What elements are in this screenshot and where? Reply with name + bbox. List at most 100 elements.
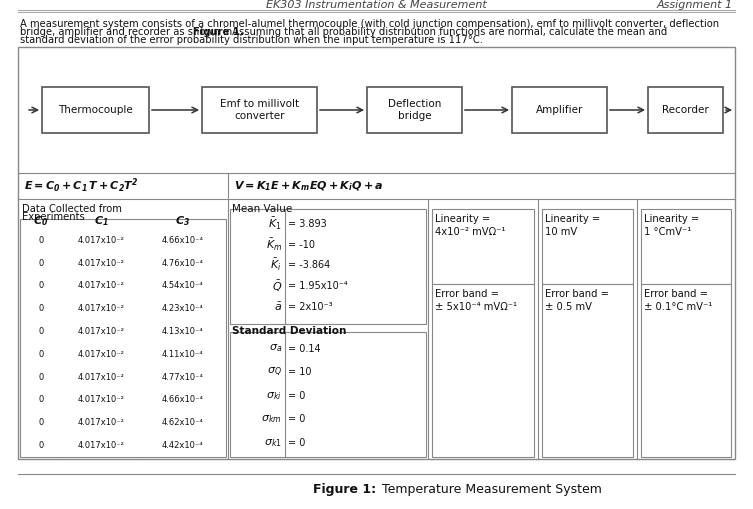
Text: = 1.95x10⁻⁴: = 1.95x10⁻⁴: [288, 281, 348, 291]
Text: 0: 0: [38, 395, 44, 405]
Text: = 0.14: = 0.14: [288, 344, 321, 354]
Text: $\bfit{C_1}$: $\bfit{C_1}$: [93, 214, 108, 228]
Text: ± 0.5 mV: ± 0.5 mV: [545, 302, 592, 312]
Text: 4.017x10⁻²: 4.017x10⁻²: [78, 395, 124, 405]
Text: = 3.893: = 3.893: [288, 219, 327, 229]
Text: Temperature Measurement System: Temperature Measurement System: [378, 483, 602, 495]
Text: EK303 Instrumentation & Measurement: EK303 Instrumentation & Measurement: [266, 0, 486, 10]
Text: $\bar{a}$: $\bar{a}$: [274, 301, 282, 314]
Text: 4.54x10⁻⁴: 4.54x10⁻⁴: [162, 281, 204, 291]
Text: Assignment 1: Assignment 1: [657, 0, 733, 10]
Text: Error band =: Error band =: [545, 289, 609, 299]
Text: $\sigma_{ki}$: $\sigma_{ki}$: [267, 390, 282, 402]
Text: 4.11x10⁻⁴: 4.11x10⁻⁴: [162, 350, 204, 359]
Text: $\bfit{C_3}$: $\bfit{C_3}$: [175, 214, 191, 228]
Text: 4.42x10⁻⁴: 4.42x10⁻⁴: [162, 441, 204, 450]
Text: Standard Deviation: Standard Deviation: [232, 326, 346, 336]
Text: 4.76x10⁻⁴: 4.76x10⁻⁴: [162, 259, 204, 268]
Text: 4.017x10⁻²: 4.017x10⁻²: [78, 281, 124, 291]
Bar: [542, 209, 633, 284]
Text: 4.13x10⁻⁴: 4.13x10⁻⁴: [162, 327, 204, 336]
Bar: [432, 284, 534, 457]
Text: $\bar{K}_1$: $\bar{K}_1$: [268, 216, 282, 232]
Text: = 0: = 0: [288, 438, 306, 448]
Text: = -10: = -10: [288, 240, 315, 249]
Text: $\sigma_{km}$: $\sigma_{km}$: [261, 413, 282, 425]
Text: $\bfit{V = K_1 E + K_m EQ + K_i Q + a}$: $\bfit{V = K_1 E + K_m EQ + K_i Q + a}$: [234, 179, 383, 193]
Text: Data Collected from: Data Collected from: [22, 204, 122, 214]
Text: 0: 0: [38, 373, 44, 382]
Text: Recorder: Recorder: [662, 105, 709, 115]
Bar: [432, 209, 534, 284]
Text: Error band =: Error band =: [435, 289, 499, 299]
Bar: [641, 209, 731, 284]
Bar: [20, 219, 226, 457]
Text: Amplifier: Amplifier: [536, 105, 583, 115]
Text: 4.017x10⁻²: 4.017x10⁻²: [78, 350, 124, 359]
Text: Linearity =: Linearity =: [435, 214, 490, 224]
Text: 0: 0: [38, 281, 44, 291]
Text: 0: 0: [38, 259, 44, 268]
Text: 1 °CmV⁻¹: 1 °CmV⁻¹: [644, 227, 691, 237]
Text: Mean Value: Mean Value: [232, 204, 292, 214]
Bar: [202, 87, 317, 133]
Text: 4.62x10⁻⁴: 4.62x10⁻⁴: [162, 418, 204, 427]
Text: = 0: = 0: [288, 414, 306, 425]
Text: Deflection
bridge: Deflection bridge: [388, 99, 441, 121]
Text: Linearity =: Linearity =: [644, 214, 700, 224]
Text: bridge, amplifier and recorder as shown in: bridge, amplifier and recorder as shown …: [20, 27, 236, 37]
Text: Linearity =: Linearity =: [545, 214, 600, 224]
Text: $\bfit{E = C_0 + C_1\, T + C_2 T^2}$: $\bfit{E = C_0 + C_1\, T + C_2 T^2}$: [24, 177, 139, 195]
Bar: [230, 332, 426, 457]
Text: = 0: = 0: [288, 391, 306, 401]
Text: Assuming that all probability distribution functions are normal, calculate the m: Assuming that all probability distributi…: [229, 27, 667, 37]
Text: 4.017x10⁻²: 4.017x10⁻²: [78, 304, 124, 314]
Text: Figure 1.: Figure 1.: [193, 27, 244, 37]
Text: 10 mV: 10 mV: [545, 227, 578, 237]
Text: ± 5x10⁻⁴ mVΩ⁻¹: ± 5x10⁻⁴ mVΩ⁻¹: [435, 302, 517, 312]
Text: 0: 0: [38, 236, 44, 245]
Text: Thermocouple: Thermocouple: [58, 105, 133, 115]
Text: Experiments: Experiments: [22, 212, 85, 222]
Text: $\bar{Q}$: $\bar{Q}$: [272, 279, 282, 294]
Bar: [230, 209, 426, 324]
Text: $\sigma_a$: $\sigma_a$: [269, 343, 282, 354]
Text: 4.017x10⁻²: 4.017x10⁻²: [78, 236, 124, 245]
Text: 4.77x10⁻⁴: 4.77x10⁻⁴: [162, 373, 204, 382]
Text: 4.66x10⁻⁴: 4.66x10⁻⁴: [162, 236, 204, 245]
Bar: [542, 284, 633, 457]
Text: 4.66x10⁻⁴: 4.66x10⁻⁴: [162, 395, 204, 405]
Text: Error band =: Error band =: [644, 289, 708, 299]
Text: standard deviation of the error probability distribution when the input temperat: standard deviation of the error probabil…: [20, 35, 483, 45]
Text: $\bar{K}_i$: $\bar{K}_i$: [270, 258, 282, 273]
Text: 0: 0: [38, 327, 44, 336]
Text: 4x10⁻² mVΩ⁻¹: 4x10⁻² mVΩ⁻¹: [435, 227, 505, 237]
Text: ± 0.1°C mV⁻¹: ± 0.1°C mV⁻¹: [644, 302, 712, 312]
Bar: [18, 47, 735, 459]
Text: 0: 0: [38, 441, 44, 450]
Text: 4.017x10⁻²: 4.017x10⁻²: [78, 441, 124, 450]
Text: 4.017x10⁻²: 4.017x10⁻²: [78, 259, 124, 268]
Text: 4.017x10⁻²: 4.017x10⁻²: [78, 373, 124, 382]
Bar: [648, 87, 723, 133]
Text: = -3.864: = -3.864: [288, 261, 331, 270]
Text: = 10: = 10: [288, 367, 312, 377]
Text: Emf to millivolt
converter: Emf to millivolt converter: [220, 99, 299, 121]
Text: 0: 0: [38, 350, 44, 359]
Bar: [42, 87, 149, 133]
Text: $\bfit{C_0}$: $\bfit{C_0}$: [33, 214, 49, 228]
Bar: [367, 87, 462, 133]
Text: Figure 1:: Figure 1:: [313, 483, 376, 495]
Text: 4.23x10⁻⁴: 4.23x10⁻⁴: [162, 304, 204, 314]
Text: 0: 0: [38, 304, 44, 314]
Text: $\bar{K}_m$: $\bar{K}_m$: [266, 237, 282, 252]
Text: 4.017x10⁻²: 4.017x10⁻²: [78, 327, 124, 336]
Bar: [512, 87, 607, 133]
Text: 4.017x10⁻²: 4.017x10⁻²: [78, 418, 124, 427]
Text: $\sigma_{k1}$: $\sigma_{k1}$: [264, 437, 282, 449]
Text: $\sigma_Q$: $\sigma_Q$: [267, 365, 282, 379]
Text: A measurement system consists of a chromel-alumel thermocouple (with cold juncti: A measurement system consists of a chrom…: [20, 19, 719, 29]
Bar: [641, 284, 731, 457]
Text: = 2x10⁻³: = 2x10⁻³: [288, 302, 333, 313]
Text: 0: 0: [38, 418, 44, 427]
